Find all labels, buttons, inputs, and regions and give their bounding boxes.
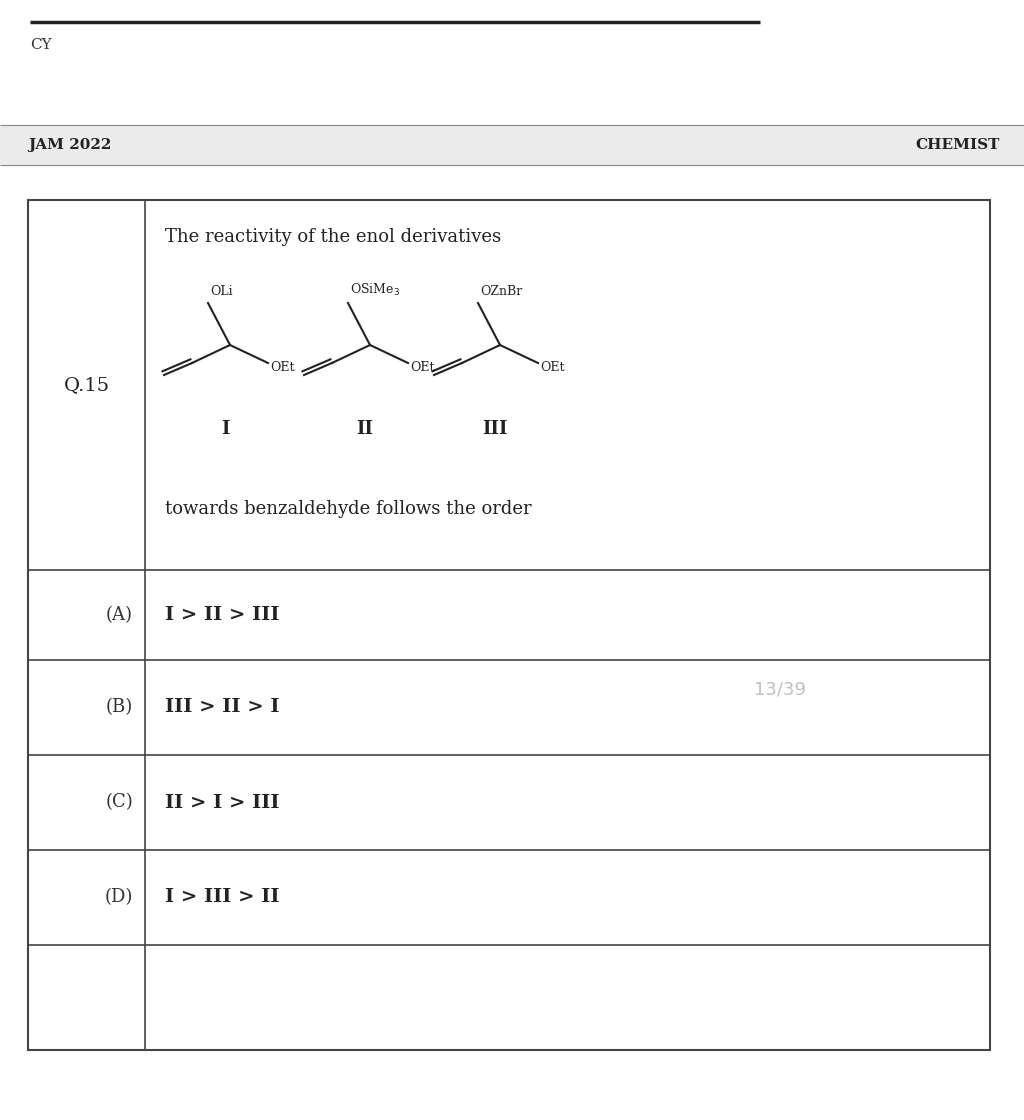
Text: OZnBr: OZnBr [480, 284, 522, 298]
Text: I: I [221, 420, 229, 438]
Text: III: III [482, 420, 508, 438]
Text: Q.15: Q.15 [63, 376, 110, 394]
Text: OEt: OEt [540, 361, 564, 374]
Text: (C): (C) [105, 793, 133, 812]
Text: II: II [356, 420, 374, 438]
Bar [28, 200, 990, 1051]
Text: III > II > I: III > II > I [165, 699, 280, 717]
Text: 13/39: 13/39 [754, 681, 806, 699]
Text: OLi: OLi [210, 284, 232, 298]
Text: OEt: OEt [410, 361, 434, 374]
Text: (D): (D) [104, 888, 133, 906]
Text: OSiMe$_3$: OSiMe$_3$ [350, 282, 400, 298]
Text: The reactivity of the enol derivatives: The reactivity of the enol derivatives [165, 228, 501, 246]
Text: JAM 2022: JAM 2022 [28, 138, 112, 152]
Text: (A): (A) [106, 606, 133, 624]
Text: CY: CY [30, 38, 51, 52]
Text: I > II > III: I > II > III [165, 606, 280, 624]
Text: towards benzaldehyde follows the order: towards benzaldehyde follows the order [165, 500, 531, 517]
Text: CHEMIST: CHEMIST [915, 138, 1000, 152]
Text: II > I > III: II > I > III [165, 793, 280, 812]
Text: (B): (B) [105, 699, 133, 717]
Text: I > III > II: I > III > II [165, 888, 280, 906]
Text: OEt: OEt [270, 361, 295, 374]
